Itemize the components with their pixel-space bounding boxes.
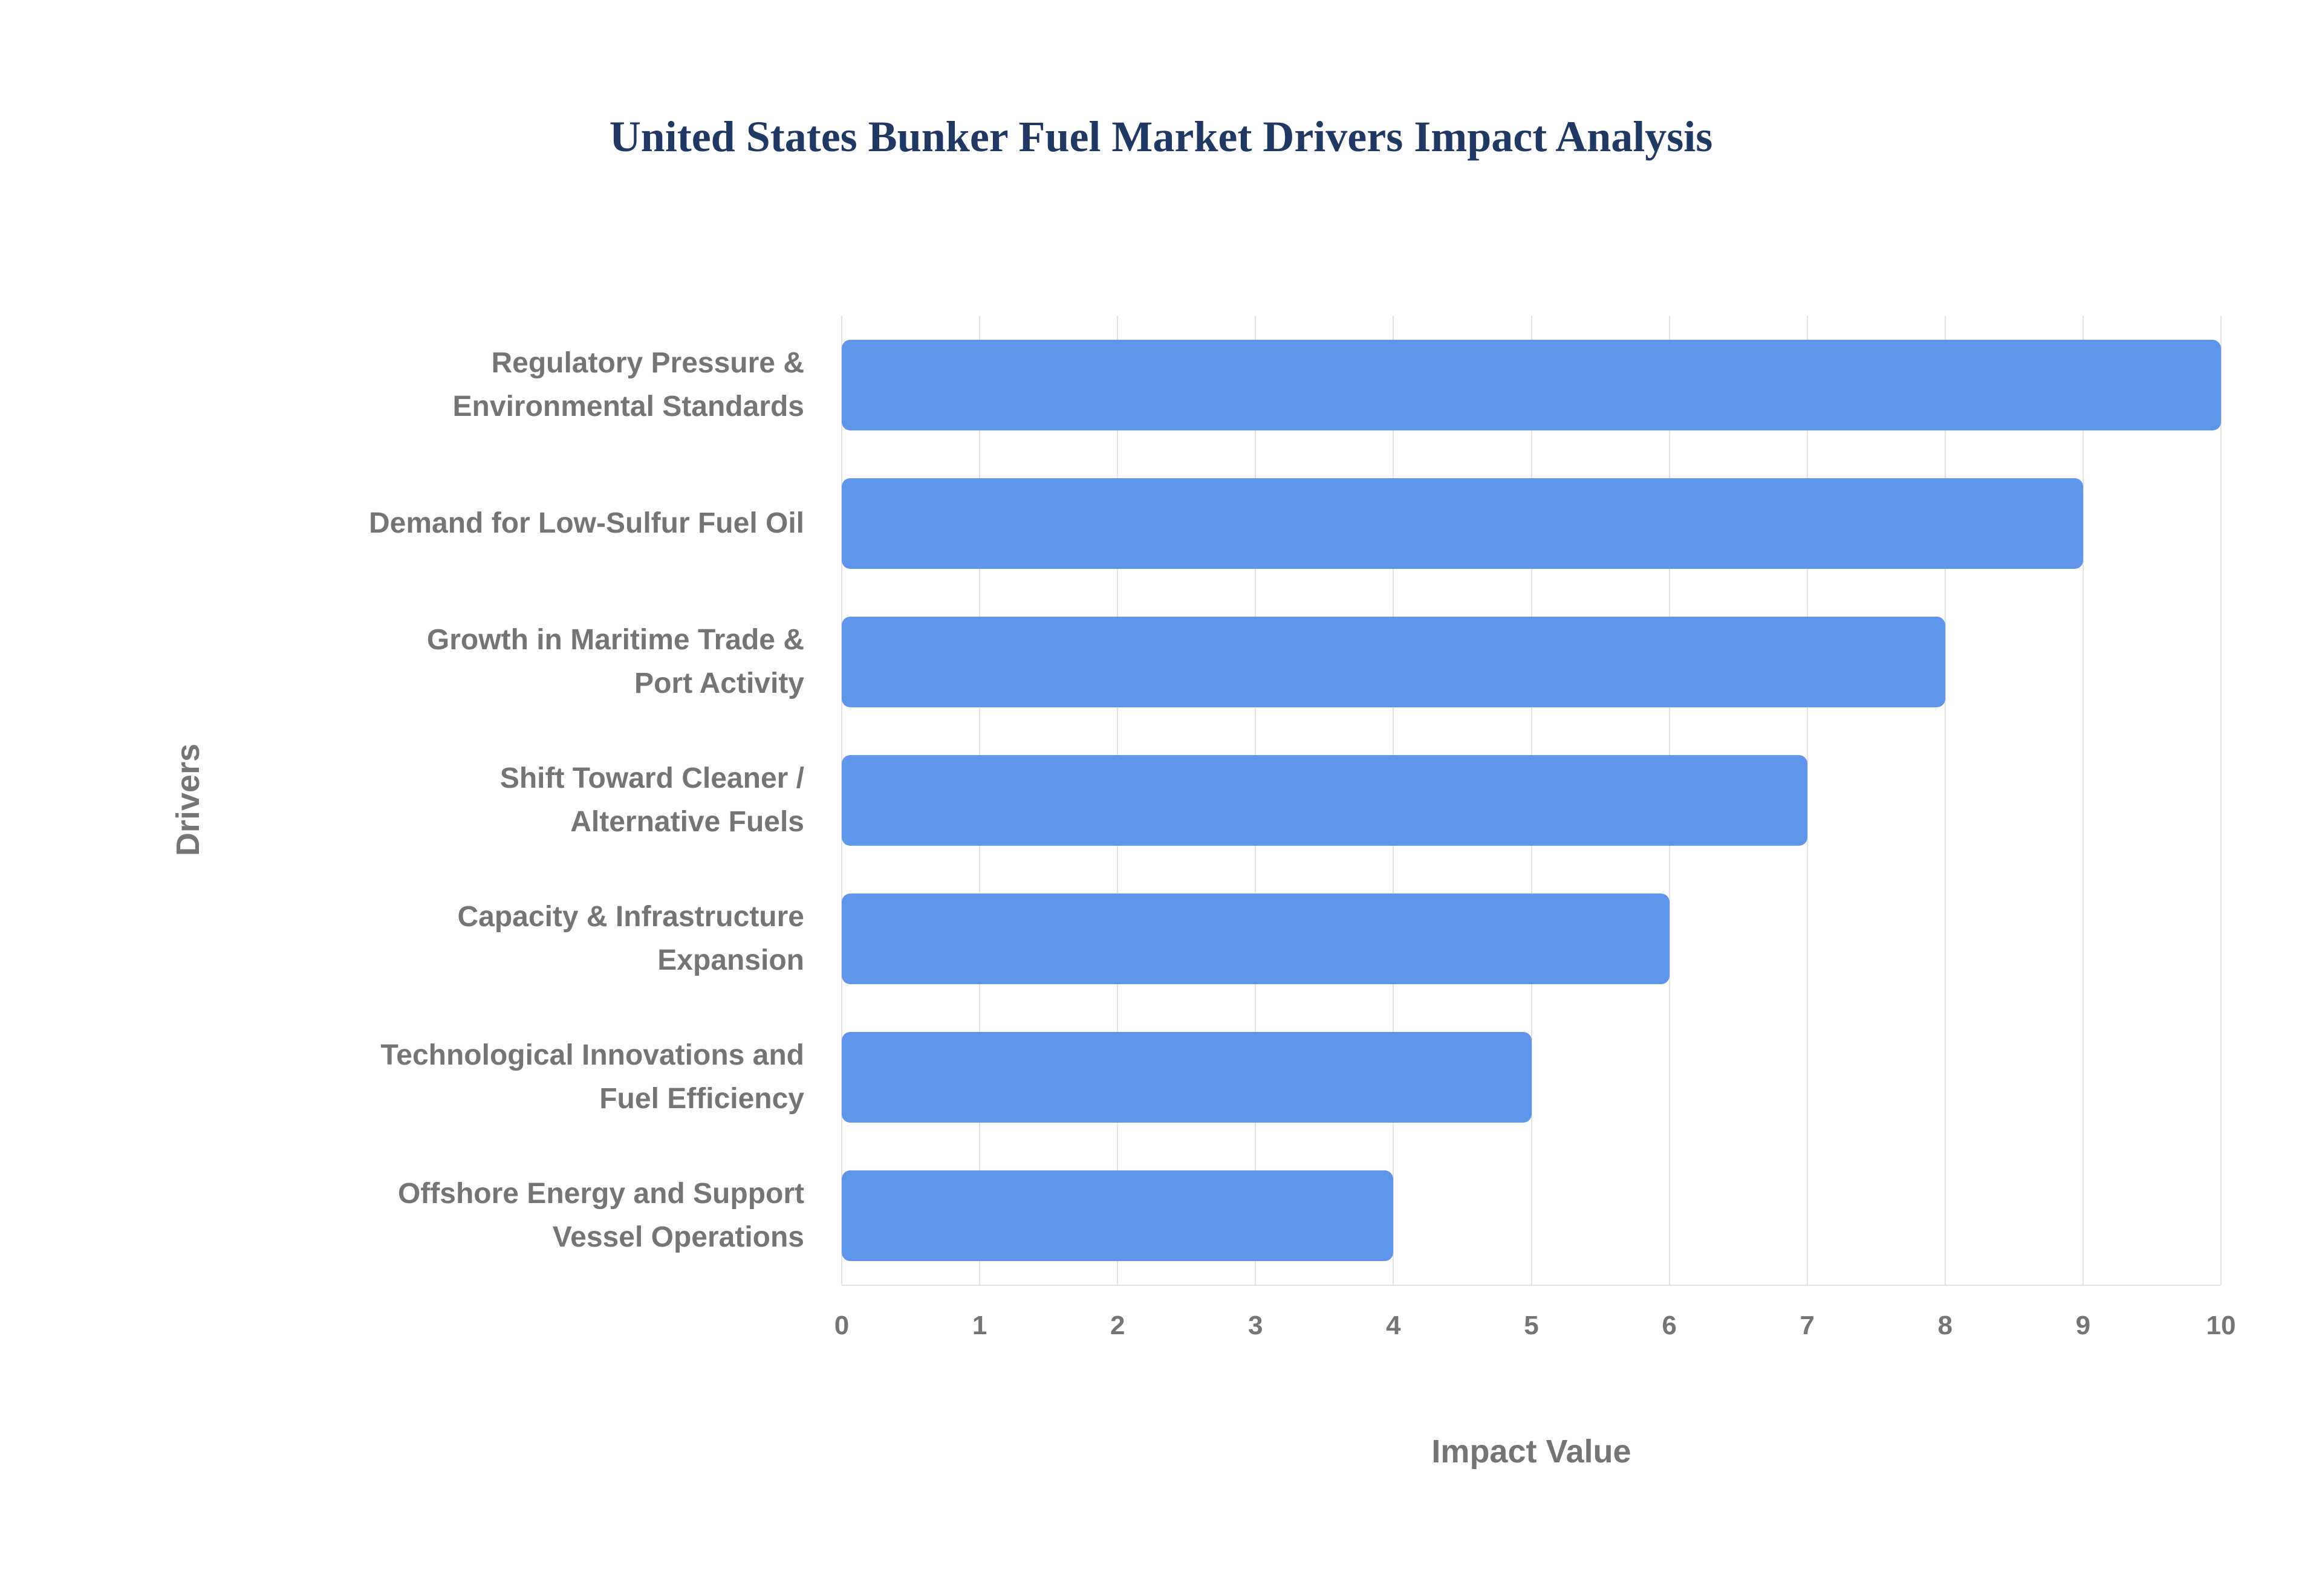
category-label: Demand for Low-Sulfur Fuel Oil <box>369 507 804 539</box>
bar-row <box>842 316 2221 454</box>
bar-row <box>842 1008 2221 1146</box>
category-label: Shift Toward Cleaner / Alternative Fuels <box>499 762 804 838</box>
x-axis-title: Impact Value <box>1431 1433 1631 1470</box>
y-axis-title: Drivers <box>170 743 206 857</box>
bar-row <box>842 592 2221 731</box>
bar <box>842 339 2221 430</box>
category-label: Regulatory Pressure & Environmental Stan… <box>452 346 804 423</box>
bar-rows <box>842 316 2221 1285</box>
bar-row <box>842 869 2221 1008</box>
x-tick-label: 0 <box>834 1311 850 1340</box>
x-tick-label: 4 <box>1386 1311 1401 1340</box>
bar <box>842 616 1945 707</box>
gridline <box>2082 316 2084 1285</box>
x-tick-label: 5 <box>1524 1311 1539 1340</box>
x-tick-label: 1 <box>972 1311 987 1340</box>
bar <box>842 1031 1532 1123</box>
x-tick-label: 9 <box>2075 1311 2091 1340</box>
gridline <box>2220 316 2222 1285</box>
category-label: Technological Innovations and Fuel Effic… <box>380 1039 805 1115</box>
category-label: Offshore Energy and Support Vessel Opera… <box>397 1177 804 1253</box>
bar <box>842 478 2083 569</box>
category-label: Growth in Maritime Trade & Port Activity <box>426 623 804 699</box>
plot-area <box>841 316 2222 1286</box>
bar-row <box>842 731 2221 869</box>
bar <box>842 1170 1394 1261</box>
x-tick-label: 2 <box>1110 1311 1125 1340</box>
x-tick-label: 10 <box>2206 1311 2236 1340</box>
gridline <box>1944 316 1946 1285</box>
x-tick-label: 7 <box>1800 1311 1815 1340</box>
category-labels: Regulatory Pressure & Environmental Stan… <box>206 316 804 1285</box>
bar <box>842 893 1670 984</box>
bar-row <box>842 454 2221 592</box>
category-label: Capacity & Infrastructure Expansion <box>457 900 805 976</box>
x-tick-label: 8 <box>1937 1311 1953 1340</box>
gridline <box>1806 316 1808 1285</box>
bar <box>842 754 1807 846</box>
x-axis-ticks: 0 1 2 3 4 5 6 7 8 9 10 <box>834 1311 2236 1347</box>
x-tick-label: 6 <box>1662 1311 1677 1340</box>
bar-row <box>842 1146 2221 1285</box>
x-tick-label: 3 <box>1248 1311 1263 1340</box>
chart-title: United States Bunker Fuel Market Drivers… <box>609 112 1713 161</box>
